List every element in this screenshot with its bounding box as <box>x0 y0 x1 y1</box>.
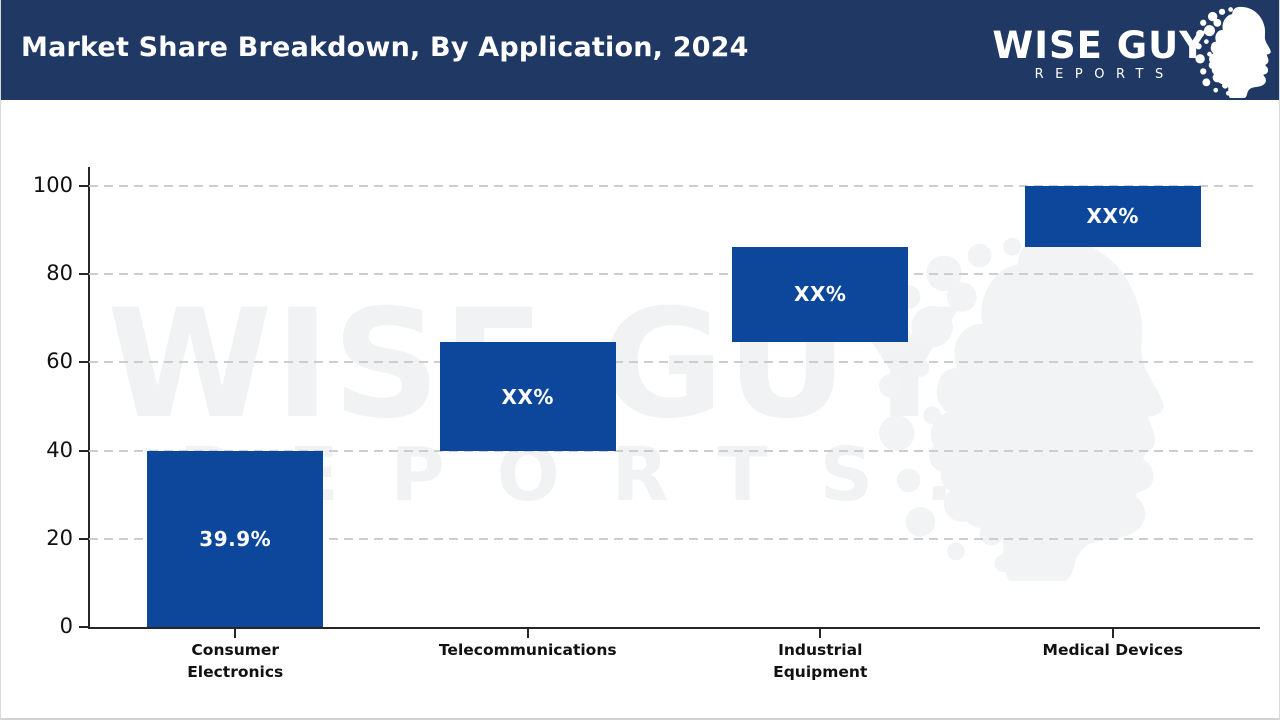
bar-value-label: XX% <box>1086 204 1139 229</box>
y-tick-label: 0 <box>59 614 73 638</box>
x-category-label: Industrial Equipment <box>773 641 868 681</box>
gridline <box>89 537 1259 540</box>
bar-value-label: 39.9% <box>199 527 272 551</box>
y-tick-label: 80 <box>46 261 73 286</box>
bar-segment: XX% <box>732 246 909 343</box>
y-tick-mark <box>79 273 88 276</box>
y-axis-line <box>88 167 90 629</box>
y-tick-mark <box>79 185 88 187</box>
gridline <box>89 273 1259 276</box>
y-tick-label: 60 <box>46 349 73 374</box>
x-tick-mark <box>234 629 237 638</box>
y-tick-label: 20 <box>46 525 73 550</box>
chart-title: Market Share Breakdown, By Application, … <box>21 31 749 63</box>
x-tick-mark <box>526 629 529 638</box>
x-axis-line <box>88 627 1260 629</box>
y-tick-mark <box>79 626 88 628</box>
gridline <box>89 449 1259 452</box>
x-category-label: Consumer Electronics <box>187 641 284 681</box>
y-tick-mark <box>79 449 88 452</box>
bar-segment: XX% <box>1024 186 1201 247</box>
brand-name-text: WISE GUY <box>992 23 1207 67</box>
x-category-label: Telecommunications <box>438 641 617 659</box>
y-tick-mark <box>79 537 88 540</box>
bar-value-label: XX% <box>501 384 554 409</box>
x-tick-mark <box>1111 629 1114 638</box>
bar-segment: 39.9% <box>147 451 324 627</box>
x-tick-mark <box>819 629 822 638</box>
brand-subtitle-text: REPORTS <box>1034 66 1175 82</box>
y-tick-label: 100 <box>32 173 73 197</box>
gridline <box>89 185 1259 187</box>
y-tick-mark <box>79 361 88 364</box>
y-tick-label: 40 <box>46 437 73 462</box>
bar-value-label: XX% <box>794 282 847 307</box>
header-bar: Market Share Breakdown, By Application, … <box>1 0 1279 100</box>
brand-logo: WISE GUY REPORTS <box>992 4 1275 98</box>
x-category-label: Medical Devices <box>1042 641 1183 659</box>
chart-area: WISE GUY. REPORTS. 0 20 40 60 80 100 Consumer … <box>1 100 1279 718</box>
brand-wordmark: WISE GUY REPORTS <box>992 27 1207 82</box>
gridline <box>89 361 1259 364</box>
bar-segment: XX% <box>439 342 616 452</box>
